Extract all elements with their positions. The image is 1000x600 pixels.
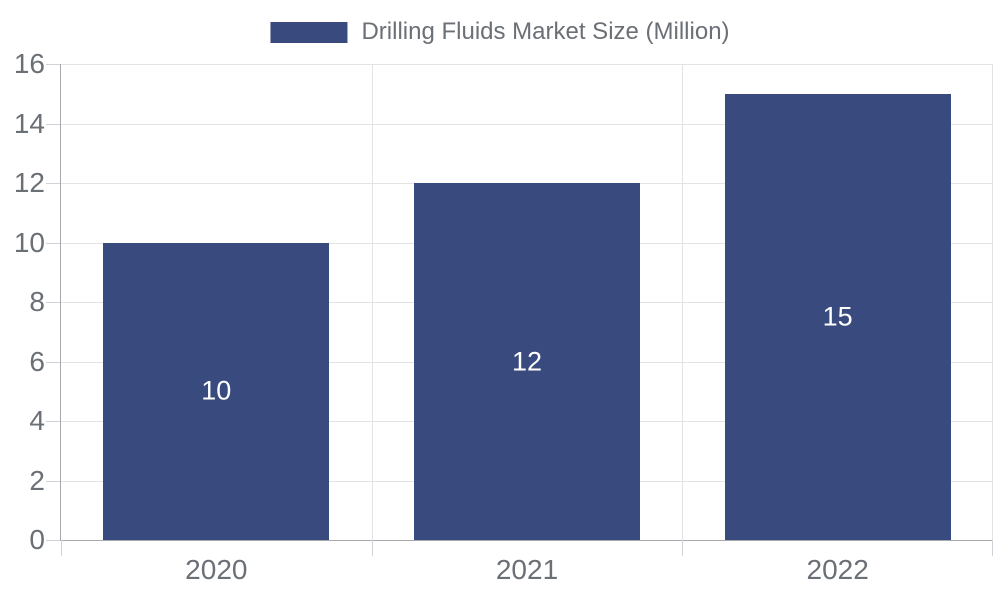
y-axis-tick [46, 421, 60, 422]
y-tick-label: 16 [13, 48, 45, 79]
grid-line-v [371, 64, 373, 540]
grid-line-h [61, 64, 993, 65]
bar-value-label: 10 [201, 375, 232, 406]
grid-line-h [61, 123, 993, 125]
y-axis-tick [46, 361, 60, 363]
y-tick-label: 0 [29, 524, 45, 555]
x-axis-tick [682, 540, 684, 556]
y-axis-tick [46, 183, 60, 184]
y-axis-tick [46, 302, 60, 303]
legend-label: Drilling Fluids Market Size (Million) [361, 18, 730, 45]
x-axis-tick [992, 540, 993, 556]
legend-item[interactable]: Drilling Fluids Market Size (Million) [270, 18, 730, 45]
legend-swatch [270, 21, 348, 43]
y-tick-label: 2 [29, 464, 45, 496]
y-axis-tick [46, 480, 60, 482]
x-tick-label: 2020 [185, 554, 248, 585]
y-axis-tick [46, 123, 60, 125]
y-axis-tick [46, 540, 60, 541]
bar-2022[interactable]: 15 [724, 93, 951, 540]
y-tick-label: 12 [13, 167, 45, 198]
y-tick-label: 14 [13, 107, 45, 139]
x-tick-label: 2022 [806, 554, 869, 585]
grid-line-v [682, 64, 684, 540]
bar-2020[interactable]: 10 [103, 242, 330, 540]
y-tick-label: 8 [29, 286, 45, 317]
y-axis-tick [46, 64, 60, 65]
bar-value-label: 12 [511, 346, 542, 376]
y-tick-label: 4 [29, 405, 45, 436]
x-axis-tick [371, 540, 373, 556]
y-tick-label: 10 [13, 226, 45, 258]
x-axis-tick [61, 540, 62, 556]
bar-2021[interactable]: 12 [414, 183, 640, 540]
grid-line-v [992, 64, 993, 540]
y-tick-label: 6 [29, 345, 45, 377]
plot-area: 0 2 4 6 8 10 12 14 16 10 2020 12 2021 15 2022 [14, 50, 993, 584]
bar-value-label: 15 [822, 301, 853, 332]
x-tick-label: 2021 [495, 554, 559, 585]
y-axis-tick [46, 242, 60, 244]
